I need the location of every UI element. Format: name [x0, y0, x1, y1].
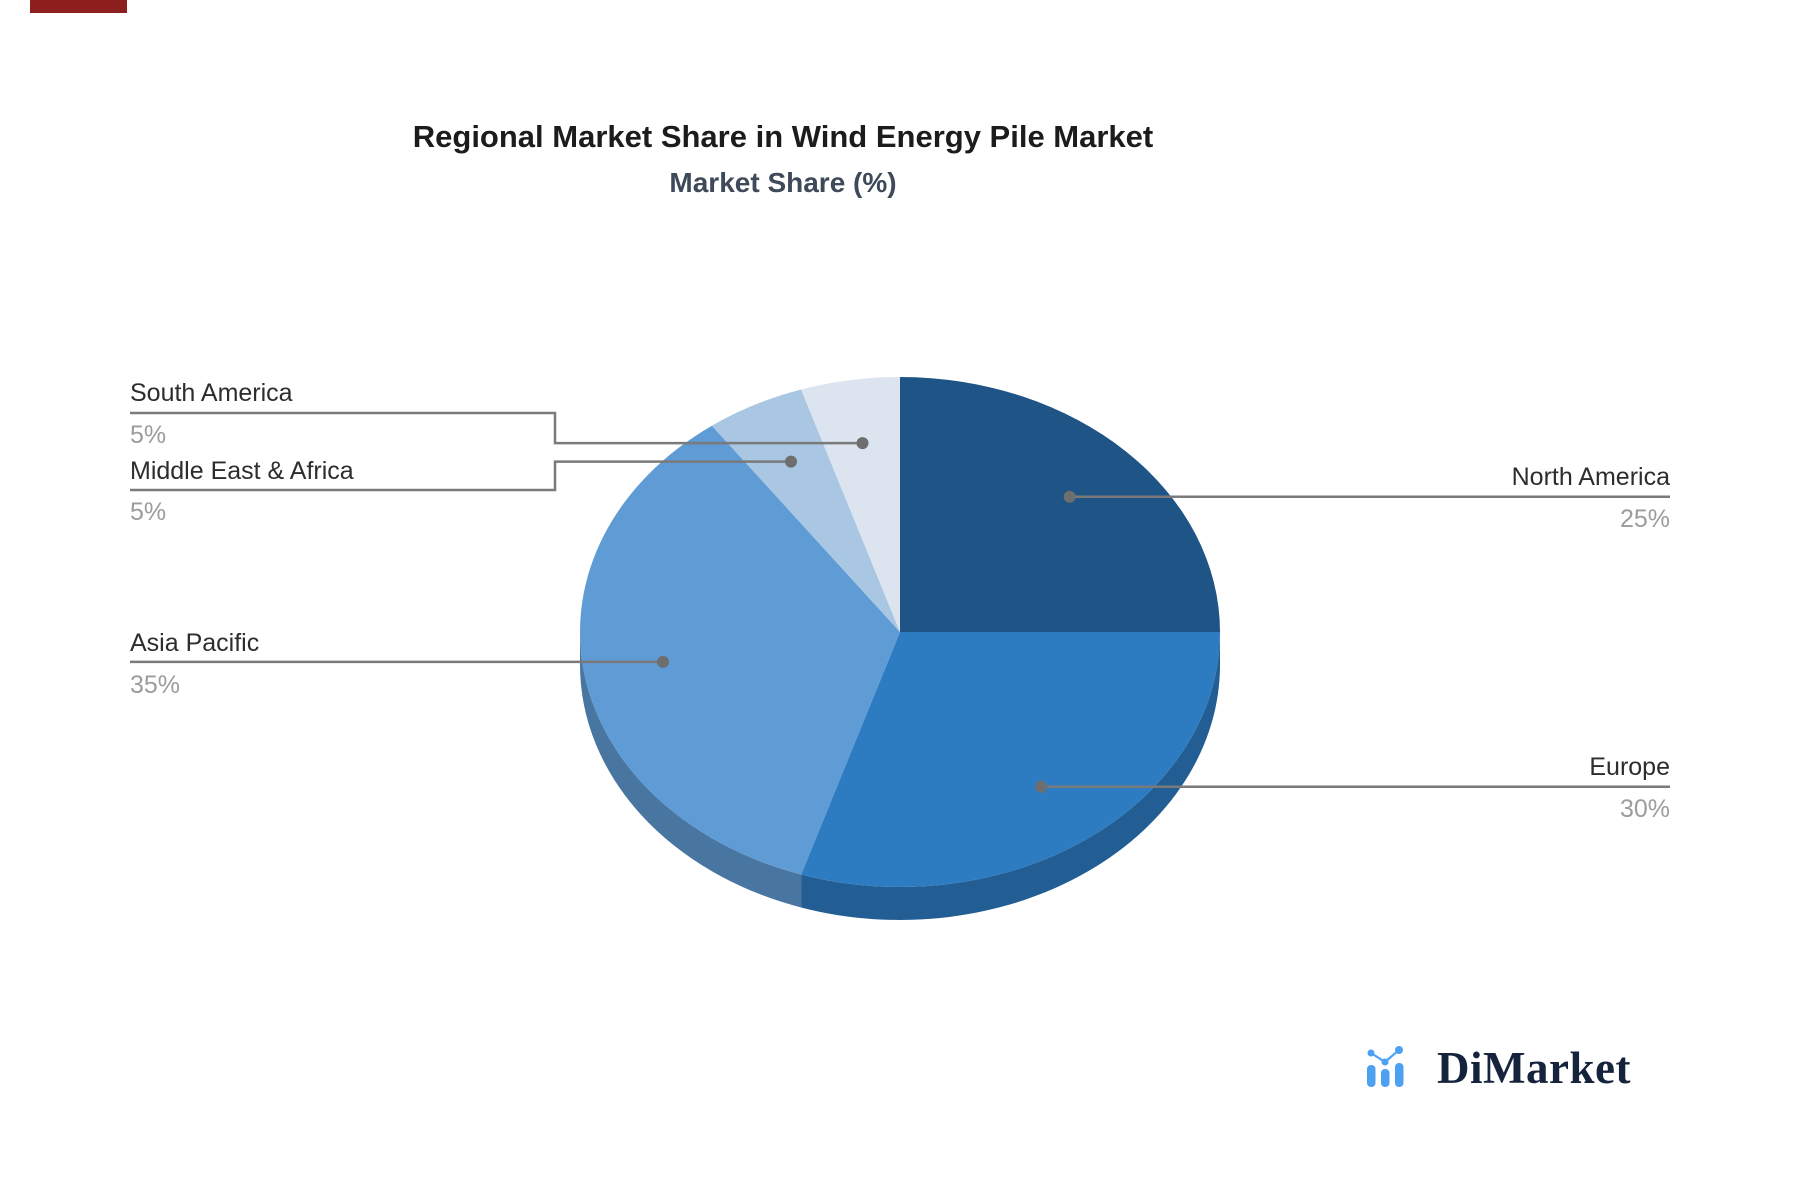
slice-label-north-america: North America: [1511, 463, 1670, 491]
pie-slice-0: [900, 377, 1220, 632]
leader-line-4: [130, 411, 863, 445]
leader-line-3: [130, 460, 791, 492]
dimarket-bars-icon: [1367, 1046, 1404, 1087]
slice-label-middle-east-africa: Middle East & Africa: [130, 457, 354, 485]
brand-logo: DiMarket: [1363, 1040, 1643, 1100]
leader-dot-3: [785, 455, 797, 468]
pie-slice-2: [580, 425, 900, 875]
leader-dot-4: [856, 437, 869, 450]
slice-value-north-america: 25%: [1619, 505, 1670, 533]
chart-title: Regional Market Share in Wind Energy Pil…: [412, 119, 1154, 154]
leader-dot-0: [1063, 490, 1076, 503]
slice-label-asia-pacific: Asia Pacific: [130, 629, 260, 657]
pie-slice-4: [801, 377, 900, 632]
leader-dot-1: [1035, 780, 1048, 793]
slice-value-europe: 30%: [1619, 795, 1670, 823]
slice-value-south-america: 5%: [130, 421, 167, 449]
slice-value-asia-pacific: 35%: [130, 671, 181, 699]
slice-value-middle-east-africa: 5%: [130, 498, 167, 526]
top-left-red-strip: [30, 0, 127, 13]
chart-subtitle: Market Share (%): [669, 167, 897, 198]
slice-label-south-america: South America: [130, 379, 293, 407]
pie-slice-wall: [580, 632, 802, 908]
pie-slice-1: [801, 632, 1220, 887]
slice-label-europe: Europe: [1589, 753, 1670, 781]
pie-slice-3: [711, 389, 900, 632]
pie-slice-wall: [801, 632, 1220, 920]
leader-dot-2: [657, 655, 669, 668]
brand-logo-text: DiMarket: [1437, 1043, 1631, 1093]
